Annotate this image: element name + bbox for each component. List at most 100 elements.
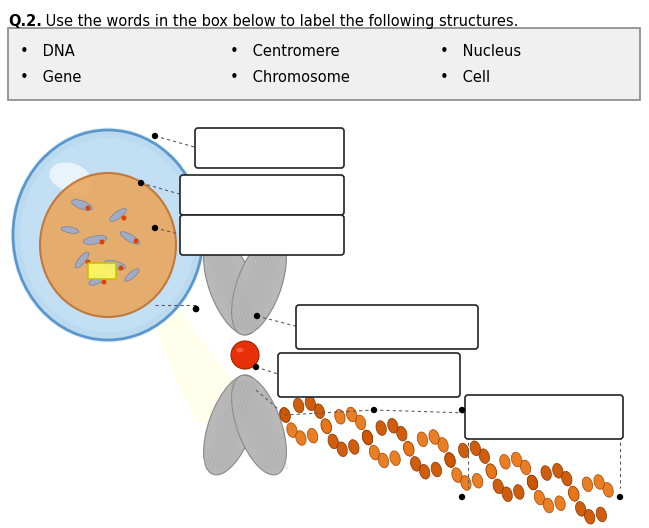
Ellipse shape: [308, 428, 318, 443]
Circle shape: [193, 306, 199, 312]
Ellipse shape: [596, 507, 607, 522]
FancyBboxPatch shape: [278, 353, 460, 397]
Ellipse shape: [431, 462, 441, 477]
Ellipse shape: [541, 466, 552, 480]
Ellipse shape: [445, 452, 455, 467]
Ellipse shape: [378, 453, 389, 468]
Ellipse shape: [486, 464, 496, 478]
Ellipse shape: [125, 269, 139, 281]
FancyBboxPatch shape: [195, 128, 344, 168]
Ellipse shape: [461, 476, 471, 491]
Ellipse shape: [376, 421, 386, 436]
Ellipse shape: [293, 398, 304, 413]
Ellipse shape: [390, 451, 400, 466]
Ellipse shape: [569, 486, 579, 501]
Ellipse shape: [280, 408, 290, 422]
Ellipse shape: [438, 438, 448, 452]
Ellipse shape: [603, 483, 613, 497]
Text: Use the words in the box below to label the following structures.: Use the words in the box below to label …: [41, 14, 519, 29]
FancyBboxPatch shape: [88, 263, 116, 279]
Circle shape: [254, 313, 260, 319]
Ellipse shape: [349, 440, 359, 454]
Text: •   Centromere: • Centromere: [230, 44, 339, 60]
FancyBboxPatch shape: [8, 28, 640, 100]
Ellipse shape: [287, 423, 297, 437]
Ellipse shape: [470, 441, 480, 456]
Ellipse shape: [321, 419, 332, 433]
Ellipse shape: [479, 449, 489, 464]
Circle shape: [193, 306, 199, 312]
Ellipse shape: [594, 475, 604, 489]
Polygon shape: [140, 295, 265, 422]
Ellipse shape: [337, 442, 347, 457]
Ellipse shape: [417, 432, 428, 447]
Ellipse shape: [71, 200, 92, 210]
Ellipse shape: [362, 430, 373, 445]
Circle shape: [121, 215, 127, 221]
Ellipse shape: [513, 485, 524, 499]
Ellipse shape: [75, 252, 89, 268]
Ellipse shape: [520, 460, 531, 475]
Ellipse shape: [493, 479, 504, 494]
Ellipse shape: [10, 127, 205, 343]
Circle shape: [459, 494, 465, 500]
Ellipse shape: [110, 209, 127, 221]
Text: •   Gene: • Gene: [20, 71, 81, 86]
Ellipse shape: [232, 235, 286, 335]
Circle shape: [152, 225, 158, 231]
Ellipse shape: [534, 491, 545, 505]
Ellipse shape: [40, 173, 176, 317]
Ellipse shape: [452, 468, 462, 483]
Ellipse shape: [445, 452, 455, 467]
Text: Q.2.: Q.2.: [8, 14, 42, 29]
Circle shape: [138, 180, 144, 186]
Ellipse shape: [104, 260, 126, 270]
Ellipse shape: [369, 445, 380, 460]
Ellipse shape: [89, 275, 107, 285]
Circle shape: [86, 205, 90, 211]
Ellipse shape: [232, 375, 286, 475]
Ellipse shape: [576, 502, 586, 516]
Ellipse shape: [13, 130, 203, 340]
Ellipse shape: [458, 443, 469, 458]
Circle shape: [459, 407, 465, 413]
Text: •   DNA: • DNA: [20, 44, 75, 60]
Ellipse shape: [204, 375, 258, 475]
FancyBboxPatch shape: [180, 215, 344, 255]
Ellipse shape: [569, 486, 579, 501]
Ellipse shape: [355, 415, 366, 430]
Text: •   Nucleus: • Nucleus: [440, 44, 521, 60]
Ellipse shape: [472, 474, 483, 488]
Text: •   Cell: • Cell: [440, 71, 490, 86]
Ellipse shape: [543, 498, 554, 513]
Ellipse shape: [411, 457, 421, 471]
Ellipse shape: [429, 430, 439, 445]
Ellipse shape: [49, 163, 91, 192]
Ellipse shape: [585, 510, 595, 524]
Circle shape: [371, 407, 377, 413]
Ellipse shape: [314, 404, 324, 419]
Ellipse shape: [204, 235, 258, 335]
Ellipse shape: [83, 235, 107, 244]
Ellipse shape: [561, 472, 572, 486]
Ellipse shape: [511, 452, 522, 467]
Circle shape: [231, 341, 259, 369]
Ellipse shape: [527, 475, 538, 490]
Ellipse shape: [486, 464, 496, 478]
Ellipse shape: [404, 441, 414, 456]
Ellipse shape: [404, 441, 414, 456]
Ellipse shape: [61, 227, 79, 233]
Ellipse shape: [335, 409, 345, 424]
Circle shape: [101, 279, 106, 285]
Ellipse shape: [387, 418, 398, 433]
Ellipse shape: [362, 430, 373, 445]
Ellipse shape: [553, 464, 563, 478]
Circle shape: [253, 364, 259, 370]
Circle shape: [152, 133, 158, 139]
Ellipse shape: [120, 232, 140, 244]
Ellipse shape: [419, 465, 430, 479]
Ellipse shape: [527, 475, 538, 490]
Ellipse shape: [72, 183, 93, 197]
FancyBboxPatch shape: [180, 175, 344, 215]
Circle shape: [134, 239, 138, 243]
